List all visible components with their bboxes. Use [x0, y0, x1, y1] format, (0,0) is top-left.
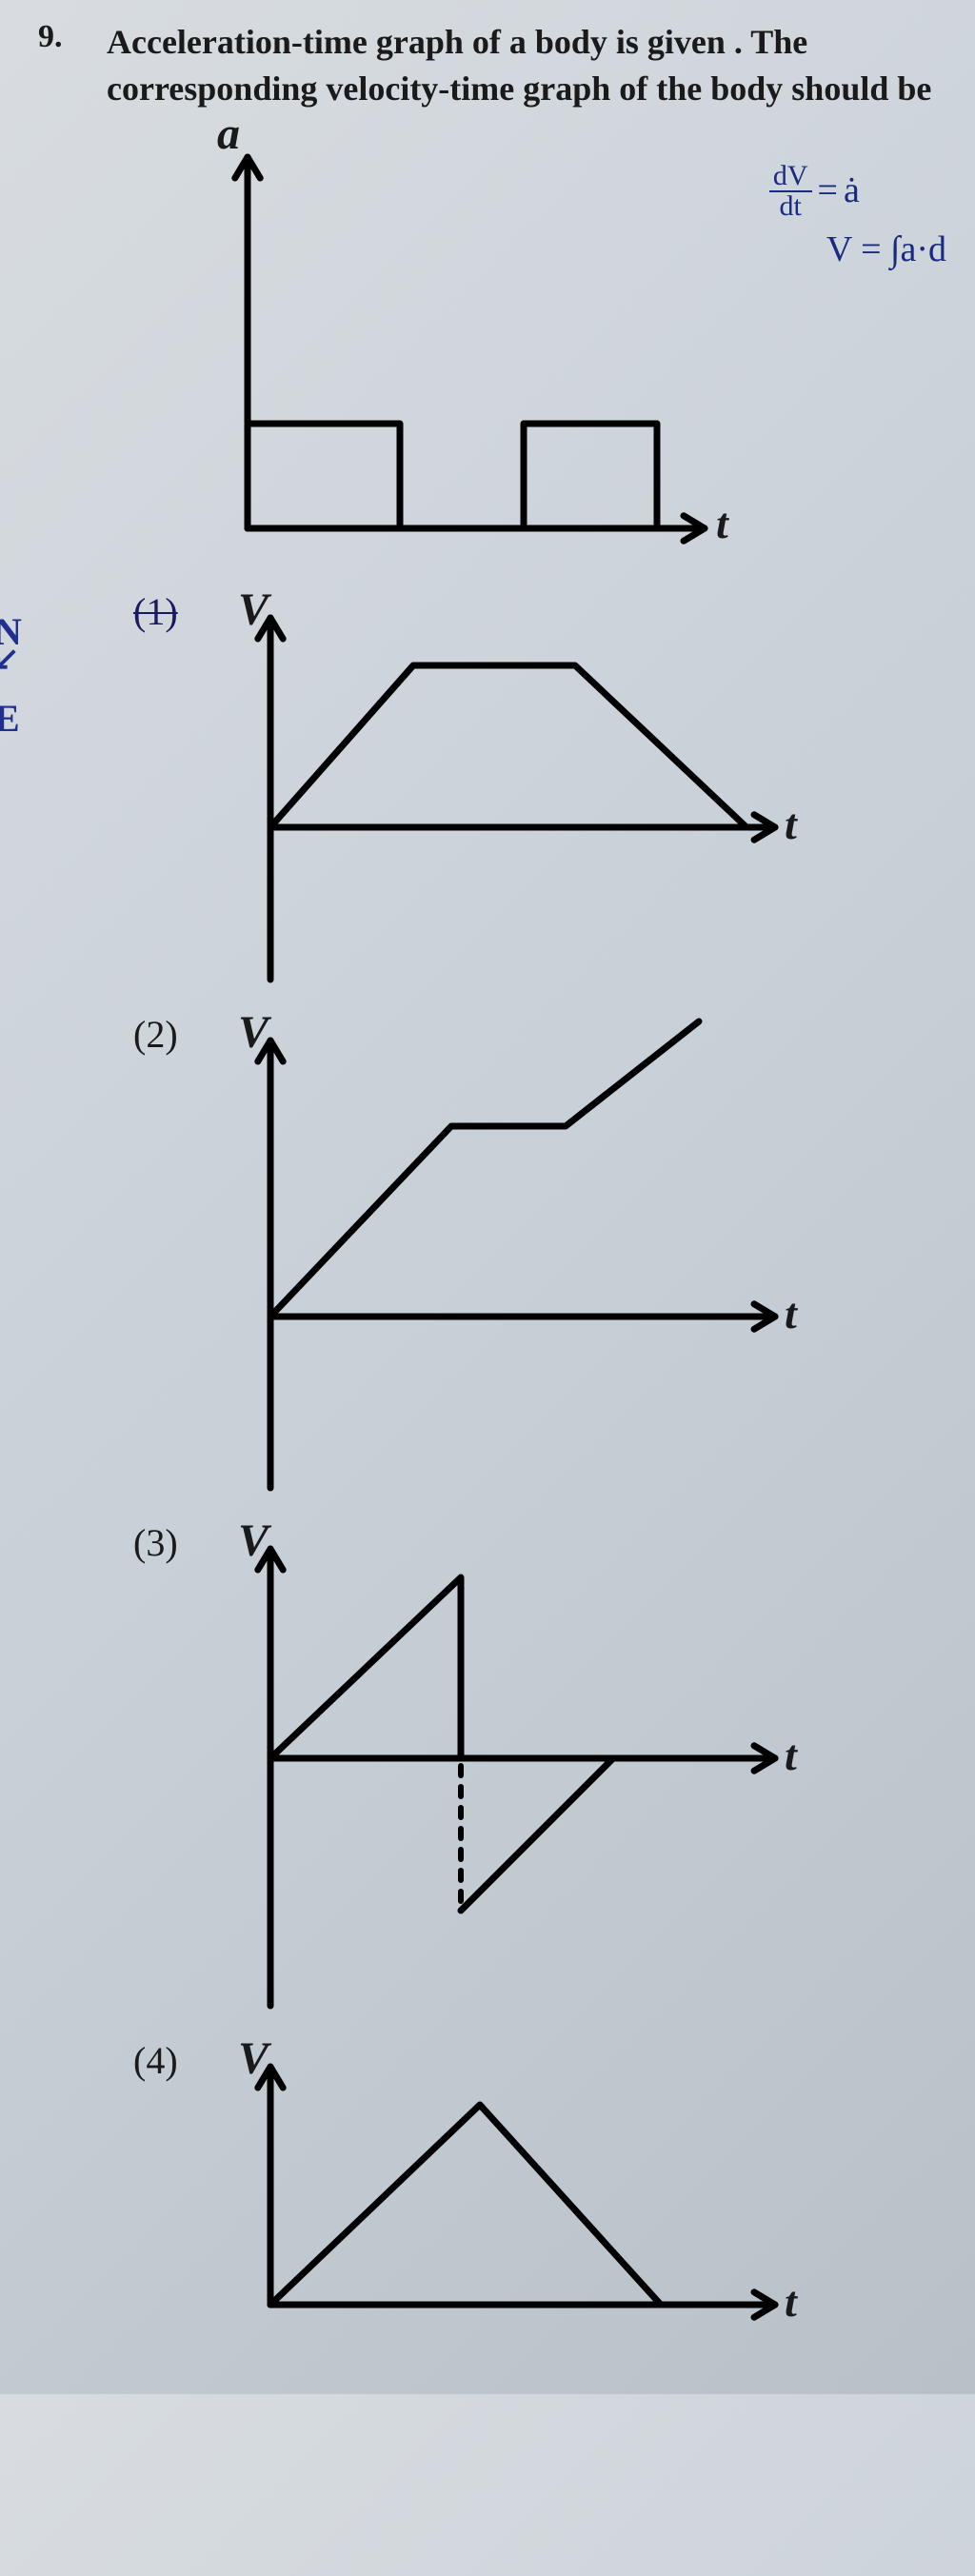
option-label: (3): [133, 1520, 190, 1565]
option-graph: Vt: [213, 2029, 804, 2343]
option-label: (4): [133, 2038, 190, 2083]
option-row: (4) Vt: [133, 2029, 937, 2343]
option-y-label: V: [238, 1006, 269, 1059]
main-graph-svg: [190, 119, 724, 557]
option-x-label: t: [785, 2276, 797, 2327]
option-graph: Vt: [213, 580, 804, 989]
option-graph-svg: [213, 1511, 804, 2015]
main-graph-y-label: a: [217, 108, 240, 160]
option-y-label: V: [238, 2032, 269, 2085]
options-container: (1) Vt (2) Vt (3) Vt (4) Vt: [38, 580, 937, 2343]
margin-e: E: [0, 696, 22, 741]
question-header: 9. Acceleration-time graph of a body is …: [38, 19, 937, 111]
option-graph-svg: [213, 1002, 804, 1497]
option-graph-svg: [213, 580, 804, 989]
option-label: (1): [133, 589, 190, 634]
option-x-label: t: [785, 1288, 797, 1338]
option-x-label: t: [785, 1730, 797, 1780]
margin-arrow-icon: ↙: [0, 640, 20, 678]
question-number: 9.: [38, 19, 84, 55]
option-graph: Vt: [213, 1002, 804, 1497]
option-row: (1) Vt: [133, 580, 937, 989]
option-label: (2): [133, 1012, 190, 1057]
option-y-label: V: [238, 584, 269, 636]
option-row: (2) Vt: [133, 1002, 937, 1497]
main-graph-x-label: t: [716, 498, 728, 548]
main-graph: a t: [190, 119, 937, 557]
margin-annotation: N ↙ E: [0, 609, 22, 741]
option-graph: Vt: [213, 1511, 804, 2015]
option-x-label: t: [785, 799, 797, 849]
question-text: Acceleration-time graph of a body is giv…: [107, 19, 937, 111]
option-graph-svg: [213, 2029, 804, 2343]
option-y-label: V: [238, 1515, 269, 1567]
option-row: (3) Vt: [133, 1511, 937, 2015]
